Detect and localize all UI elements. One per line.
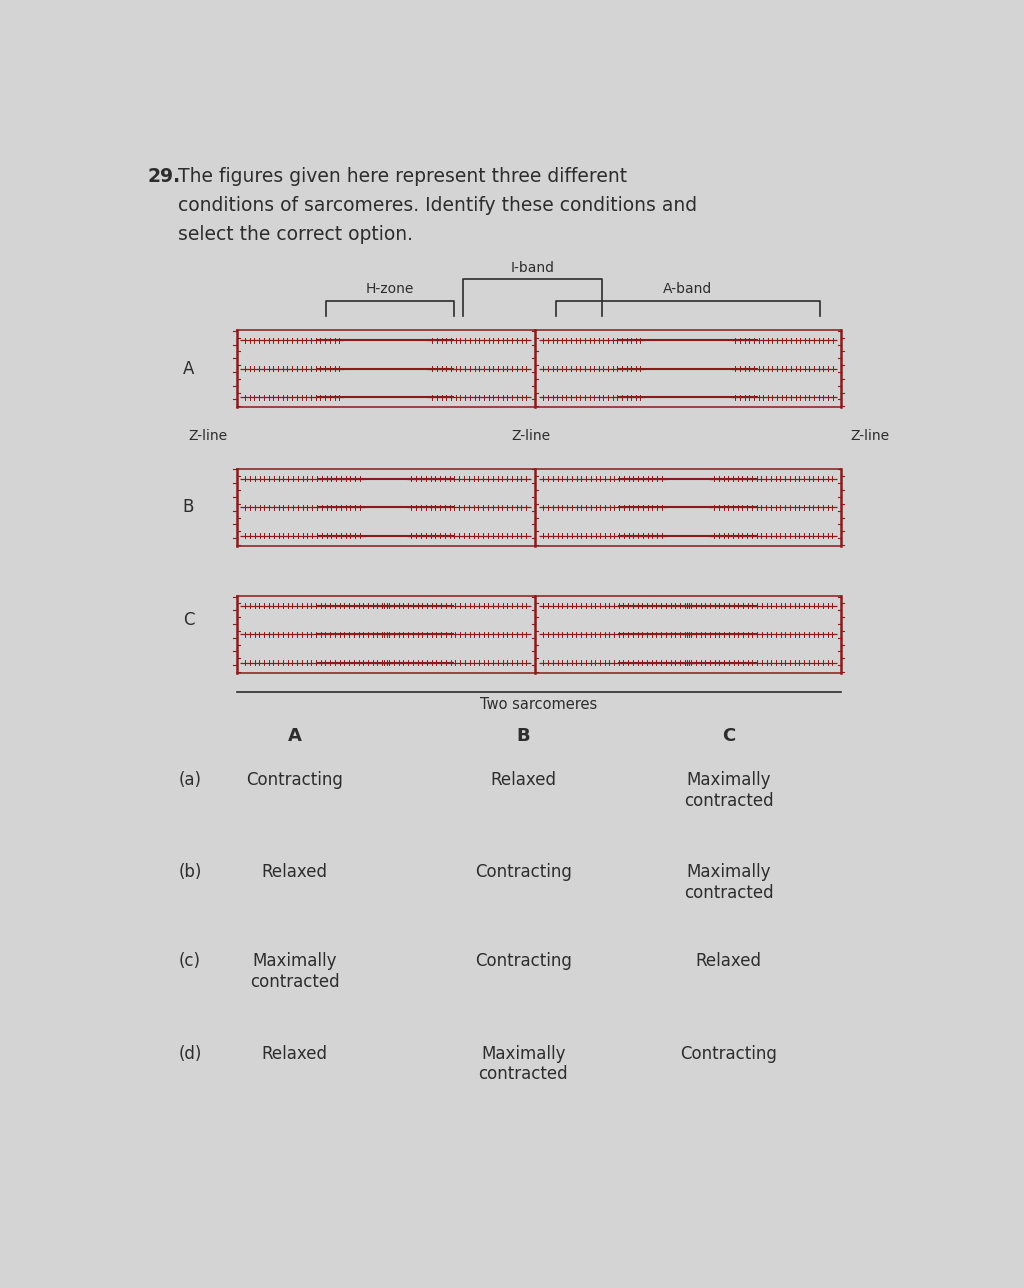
Text: (c): (c)	[178, 952, 201, 970]
Text: (a): (a)	[178, 772, 202, 790]
Text: Maximally
contracted: Maximally contracted	[684, 772, 773, 810]
Text: Contracting: Contracting	[475, 952, 571, 970]
Text: A: A	[182, 359, 195, 377]
Text: H-zone: H-zone	[366, 282, 415, 296]
Text: A-band: A-band	[664, 282, 713, 296]
Text: (d): (d)	[178, 1045, 202, 1063]
Text: B: B	[516, 726, 530, 744]
Text: Z-line: Z-line	[188, 429, 227, 443]
Text: Z-line: Z-line	[850, 429, 890, 443]
Text: (b): (b)	[178, 863, 202, 881]
Text: I-band: I-band	[511, 260, 555, 274]
Text: Relaxed: Relaxed	[261, 863, 328, 881]
Text: C: C	[182, 612, 195, 630]
Text: Two sarcomeres: Two sarcomeres	[480, 697, 597, 712]
Text: Maximally
contracted: Maximally contracted	[250, 952, 339, 990]
Text: A: A	[288, 726, 301, 744]
Text: Contracting: Contracting	[246, 772, 343, 790]
Text: Relaxed: Relaxed	[695, 952, 762, 970]
Text: The figures given here represent three different: The figures given here represent three d…	[178, 167, 628, 185]
Text: Maximally
contracted: Maximally contracted	[684, 863, 773, 902]
Text: select the correct option.: select the correct option.	[178, 225, 414, 245]
Text: Relaxed: Relaxed	[490, 772, 556, 790]
Text: 29.: 29.	[147, 167, 180, 185]
Text: Relaxed: Relaxed	[261, 1045, 328, 1063]
Text: Maximally
contracted: Maximally contracted	[478, 1045, 568, 1083]
Text: C: C	[722, 726, 735, 744]
Text: conditions of sarcomeres. Identify these conditions and: conditions of sarcomeres. Identify these…	[178, 196, 697, 215]
Text: Z-line: Z-line	[511, 429, 551, 443]
Text: Contracting: Contracting	[680, 1045, 777, 1063]
Text: Contracting: Contracting	[475, 863, 571, 881]
Text: B: B	[182, 498, 195, 516]
